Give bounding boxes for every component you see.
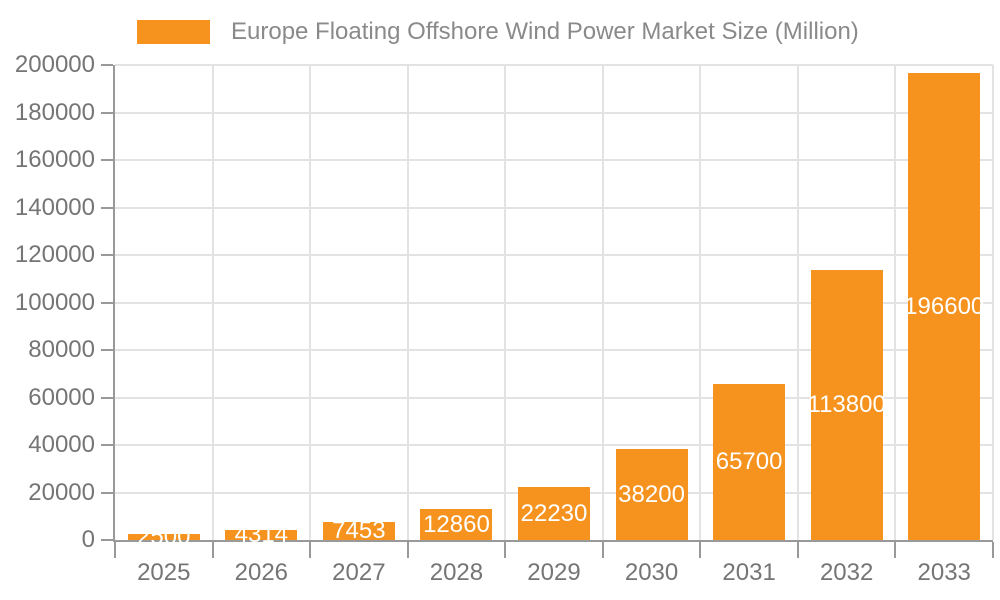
h-gridline — [115, 159, 993, 161]
h-gridline — [115, 111, 993, 114]
bar-2030[interactable]: 38200 — [615, 449, 688, 540]
y-axis-label: 140000 — [14, 193, 95, 221]
h-gridline — [115, 444, 993, 446]
x-axis-label: 2030 — [624, 559, 679, 586]
v-gridline — [699, 65, 702, 540]
y-axis-label: 60000 — [28, 383, 95, 411]
y-axis-tick — [101, 64, 113, 66]
v-gridline — [796, 65, 799, 540]
legend-series-label: Europe Floating Offshore Wind Power Mark… — [231, 18, 859, 45]
bar-2032[interactable]: 113800 — [807, 269, 886, 540]
bar-2026[interactable]: 4314 — [225, 521, 298, 547]
x-axis-tick — [309, 542, 312, 558]
y-axis-label: 100000 — [14, 288, 95, 316]
x-axis-label: 2027 — [332, 559, 386, 586]
v-gridline — [309, 65, 312, 540]
y-axis-line — [113, 65, 115, 542]
bar-2025[interactable]: 2500 — [127, 524, 200, 550]
x-axis-label: 2026 — [234, 559, 289, 586]
y-axis-tick — [101, 206, 113, 209]
x-axis-tick — [504, 542, 507, 558]
h-gridline — [115, 349, 993, 351]
h-gridline — [115, 301, 993, 304]
x-axis-tick — [114, 542, 116, 558]
y-axis-tick — [101, 491, 113, 494]
v-gridline — [211, 65, 214, 540]
v-gridline — [504, 65, 507, 540]
y-axis-label: 120000 — [14, 241, 95, 268]
bar-2031[interactable]: 65700 — [713, 383, 786, 540]
bar-2033[interactable]: 196600 — [904, 73, 984, 540]
y-axis-tick — [101, 111, 113, 114]
x-axis-label: 2033 — [917, 559, 971, 586]
x-axis-tick — [601, 542, 604, 558]
y-axis-tick — [101, 349, 113, 351]
bar-value-label: 7453 — [332, 517, 386, 545]
bar-value-label: 38200 — [618, 480, 685, 508]
bar-value-label: 113800 — [807, 390, 886, 418]
y-axis-tick — [101, 254, 113, 256]
v-gridline — [601, 65, 604, 540]
x-axis-label: 2025 — [137, 559, 191, 586]
y-axis-label: 20000 — [28, 478, 95, 506]
bar-value-label: 4314 — [234, 520, 289, 548]
bar-value-label: 2500 — [137, 523, 191, 551]
x-axis-label: 2031 — [722, 559, 776, 586]
y-axis-tick — [101, 539, 113, 541]
legend-item[interactable]: Europe Floating Offshore Wind Power Mark… — [137, 18, 859, 46]
h-gridline — [115, 396, 993, 399]
x-axis-line — [113, 540, 993, 542]
bar-value-label: 196600 — [904, 292, 985, 320]
y-axis-tick — [101, 301, 113, 304]
x-axis-tick — [699, 542, 702, 558]
y-axis-label: 160000 — [14, 146, 95, 173]
h-gridline — [115, 254, 993, 256]
x-axis-tick — [406, 542, 409, 558]
y-axis-label: 200000 — [14, 51, 95, 78]
y-axis-tick — [101, 444, 113, 446]
y-axis-label: 0 — [81, 526, 95, 553]
y-axis-label: 180000 — [14, 98, 95, 126]
bar-value-label: 22230 — [520, 499, 588, 527]
x-axis-tick — [992, 542, 994, 558]
v-gridline — [992, 65, 994, 540]
x-axis-label: 2032 — [819, 559, 874, 586]
bar-2028[interactable]: 12860 — [420, 509, 493, 540]
v-gridline — [894, 65, 897, 540]
x-axis-tick — [894, 542, 897, 558]
y-axis-tick — [101, 396, 113, 399]
v-gridline — [406, 65, 409, 540]
bar-value-label: 12860 — [423, 510, 490, 538]
x-axis-label: 2028 — [429, 559, 484, 586]
x-axis-tick — [211, 542, 214, 558]
x-axis-tick — [796, 542, 799, 558]
h-gridline — [115, 206, 993, 209]
y-axis-label: 80000 — [28, 336, 95, 363]
h-gridline — [115, 64, 993, 66]
y-axis-label: 40000 — [28, 431, 95, 458]
bar-value-label: 65700 — [715, 447, 783, 475]
bar-2027[interactable]: 7453 — [322, 518, 395, 544]
legend-color-swatch — [137, 20, 210, 44]
bar-2029[interactable]: 22230 — [518, 487, 590, 540]
y-axis-tick — [101, 159, 113, 161]
x-axis-label: 2029 — [527, 559, 581, 586]
